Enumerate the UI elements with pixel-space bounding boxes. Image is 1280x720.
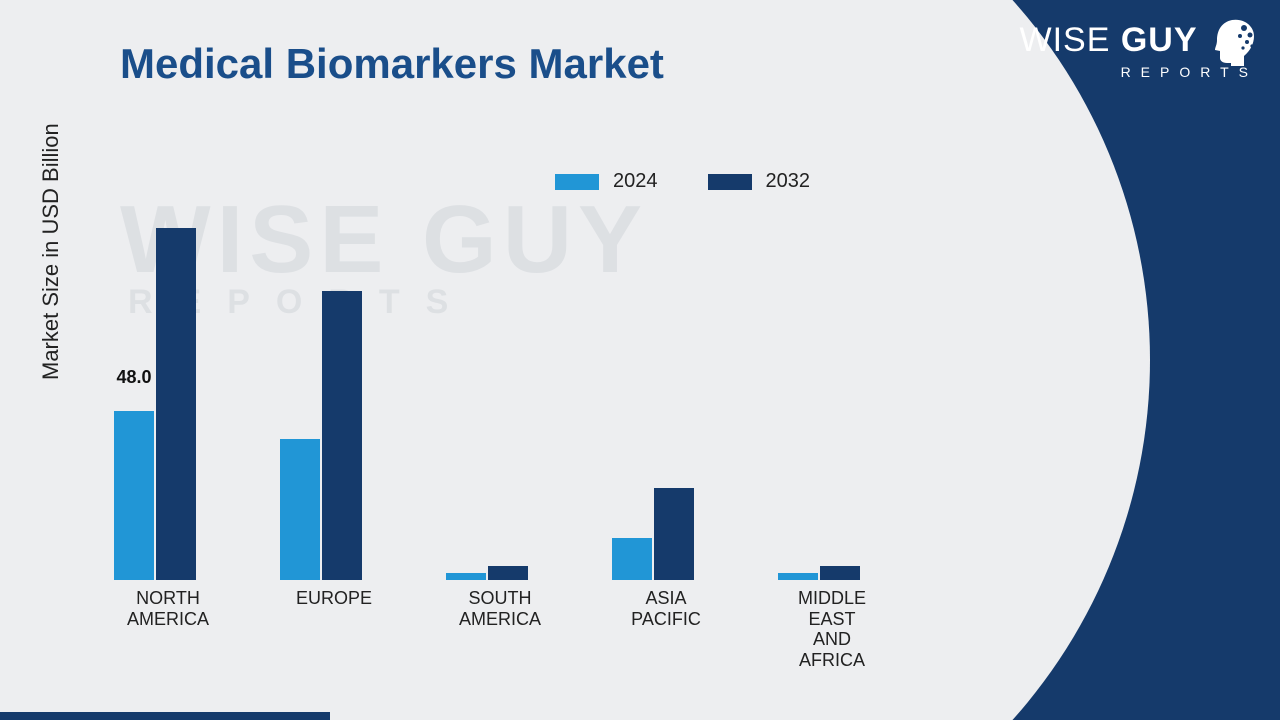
bottom-accent-bar — [0, 712, 330, 720]
bar-b — [156, 228, 196, 580]
brand-word2: GUY — [1121, 21, 1198, 59]
chart-title: Medical Biomarkers Market — [120, 40, 664, 88]
bar-b — [654, 488, 694, 580]
x-tick-label: ASIAPACIFIC — [601, 588, 731, 629]
bar-b — [820, 566, 860, 580]
legend-swatch-2024 — [555, 174, 599, 190]
legend-item-2024: 2024 — [555, 170, 658, 193]
bar-a — [114, 411, 154, 580]
legend-item-2032: 2032 — [708, 170, 811, 193]
legend-label-2024: 2024 — [613, 170, 658, 193]
brand-subtitle: REPORTS — [1020, 64, 1259, 80]
brand-word1: WISE — [1020, 21, 1111, 59]
bar-a — [778, 573, 818, 580]
bar-a — [280, 439, 320, 580]
legend-swatch-2032 — [708, 174, 752, 190]
x-tick-label: SOUTHAMERICA — [435, 588, 565, 629]
legend: 2024 2032 — [555, 170, 810, 193]
plot-area: 48.0 — [100, 210, 930, 580]
bar-a — [446, 573, 486, 580]
chart-canvas: WISE GUY REPORTS WISE GUY REPORTS Medica… — [0, 0, 1280, 720]
bar-b — [488, 566, 528, 580]
bar-a — [612, 538, 652, 580]
bar-value-label: 48.0 — [116, 367, 151, 388]
bar-b — [322, 291, 362, 580]
x-tick-label: EUROPE — [269, 588, 399, 609]
x-tick-label: MIDDLEEASTANDAFRICA — [767, 588, 897, 671]
y-axis-label: Market Size in USD Billion — [38, 123, 64, 380]
legend-label-2032: 2032 — [766, 170, 811, 193]
brand-logo: WISE GUY REPORTS — [1020, 18, 1259, 80]
x-tick-label: NORTHAMERICA — [103, 588, 233, 629]
head-icon — [1214, 18, 1258, 66]
